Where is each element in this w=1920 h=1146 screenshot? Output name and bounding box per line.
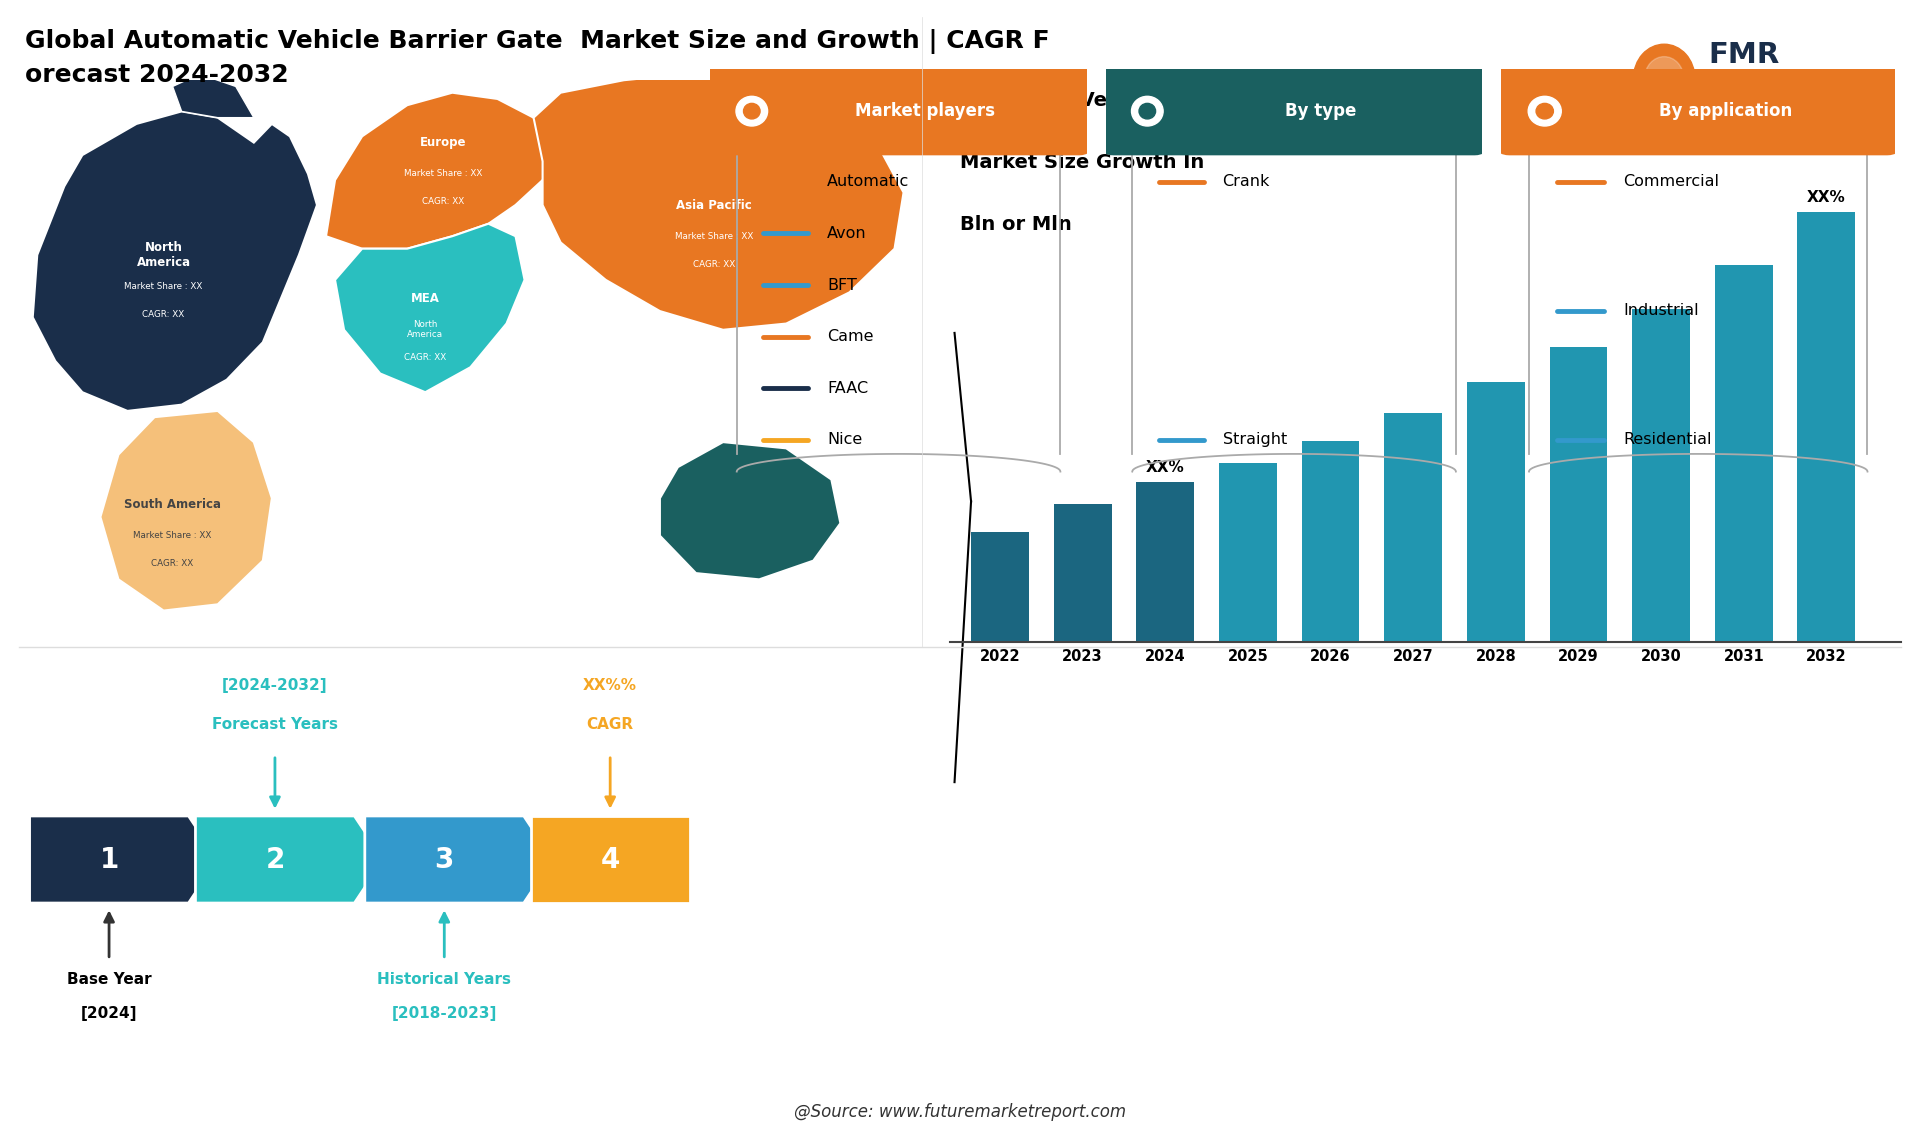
Bar: [1302, 441, 1359, 642]
Circle shape: [743, 103, 760, 119]
Text: Global Automatic Vehicle Barrier Gate  Market Size and Growth | CAGR F: Global Automatic Vehicle Barrier Gate Ma…: [25, 29, 1050, 54]
Text: Market Size Growth In: Market Size Growth In: [960, 154, 1204, 172]
Text: CAGR: XX: CAGR: XX: [403, 353, 447, 362]
Text: BFT: BFT: [828, 277, 856, 292]
Bar: [1137, 482, 1194, 642]
Text: orecast 2024-2032: orecast 2024-2032: [25, 63, 288, 87]
FancyBboxPatch shape: [1100, 66, 1488, 156]
Text: CAGR: CAGR: [588, 717, 634, 732]
Text: 1: 1: [100, 846, 119, 873]
Circle shape: [1634, 45, 1695, 112]
Bar: [1219, 463, 1277, 642]
Text: Crank: Crank: [1223, 174, 1269, 189]
Text: Bln or Mln: Bln or Mln: [960, 215, 1071, 234]
Text: Base Year: Base Year: [67, 972, 152, 987]
Text: Industrial: Industrial: [1624, 304, 1699, 319]
Text: Forecast Years: Forecast Years: [211, 717, 338, 732]
Bar: [1054, 504, 1112, 642]
Text: CAGR: XX: CAGR: XX: [693, 260, 735, 269]
Text: @Source: www.futuremarketreport.com: @Source: www.futuremarketreport.com: [795, 1102, 1125, 1121]
Text: Residential: Residential: [1624, 432, 1713, 447]
Text: Market Share : XX: Market Share : XX: [403, 170, 482, 179]
Text: XX%: XX%: [1146, 461, 1185, 476]
Text: Straight: Straight: [1223, 432, 1286, 447]
Polygon shape: [100, 411, 273, 611]
Circle shape: [1139, 103, 1156, 119]
Text: CAGR: XX: CAGR: XX: [152, 559, 194, 568]
Text: CAGR: XX: CAGR: XX: [422, 197, 465, 206]
Text: [2024]: [2024]: [81, 1006, 138, 1021]
Polygon shape: [534, 74, 904, 330]
Circle shape: [735, 96, 768, 126]
Text: South America: South America: [125, 499, 221, 511]
Text: Europe: Europe: [420, 136, 467, 149]
Text: FAAC: FAAC: [828, 380, 868, 395]
Bar: [1549, 347, 1607, 642]
Text: XX%: XX%: [1807, 190, 1845, 205]
Bar: [1797, 212, 1855, 642]
FancyBboxPatch shape: [705, 66, 1092, 156]
Text: FMR: FMR: [1709, 41, 1780, 69]
Text: CAGR: XX: CAGR: XX: [142, 309, 184, 319]
Text: By type: By type: [1284, 102, 1356, 120]
Text: ◉: ◉: [1655, 69, 1674, 88]
Text: [2018-2023]: [2018-2023]: [392, 1006, 497, 1021]
Text: [2024-2032]: [2024-2032]: [223, 677, 328, 692]
Text: Nice: Nice: [828, 432, 862, 447]
Bar: [1384, 414, 1442, 642]
Circle shape: [1536, 103, 1553, 119]
Text: XX%%: XX%%: [584, 677, 637, 692]
Text: Avon: Avon: [828, 226, 866, 241]
Polygon shape: [173, 74, 253, 118]
Polygon shape: [29, 816, 217, 903]
Text: Historical Years: Historical Years: [378, 972, 511, 987]
Text: MEA: MEA: [411, 292, 440, 305]
Text: Automatic: Automatic: [828, 174, 910, 189]
Polygon shape: [326, 93, 561, 249]
Text: Commercial: Commercial: [1624, 174, 1720, 189]
Text: 3: 3: [434, 846, 453, 873]
Polygon shape: [334, 223, 524, 392]
Circle shape: [1131, 96, 1164, 126]
FancyBboxPatch shape: [1496, 66, 1901, 156]
Text: Came: Came: [828, 329, 874, 344]
Bar: [1632, 308, 1690, 642]
Text: 2: 2: [265, 846, 284, 873]
Text: North
America: North America: [407, 320, 444, 339]
Text: By application: By application: [1659, 102, 1793, 120]
Text: North
America: North America: [136, 241, 190, 269]
Polygon shape: [365, 816, 553, 903]
Bar: [972, 532, 1029, 642]
Bar: [1467, 382, 1524, 642]
Text: Market Share : XX: Market Share : XX: [132, 532, 211, 540]
Polygon shape: [530, 816, 689, 903]
Text: Market players: Market players: [854, 102, 995, 120]
Text: Asia Pacific: Asia Pacific: [676, 198, 753, 212]
Circle shape: [1645, 56, 1684, 100]
Text: Market Share : XX: Market Share : XX: [125, 282, 204, 291]
Circle shape: [1528, 96, 1561, 126]
Polygon shape: [33, 111, 317, 411]
Text: Market Share : XX: Market Share : XX: [674, 231, 753, 241]
Polygon shape: [196, 816, 384, 903]
Text: 4: 4: [601, 846, 620, 873]
Text: Automatic Vehicle Barrier Gate: Automatic Vehicle Barrier Gate: [960, 92, 1302, 110]
Text: FUTURE MARKET REPORT: FUTURE MARKET REPORT: [1709, 94, 1822, 103]
Bar: [1715, 265, 1772, 642]
Polygon shape: [660, 442, 841, 580]
